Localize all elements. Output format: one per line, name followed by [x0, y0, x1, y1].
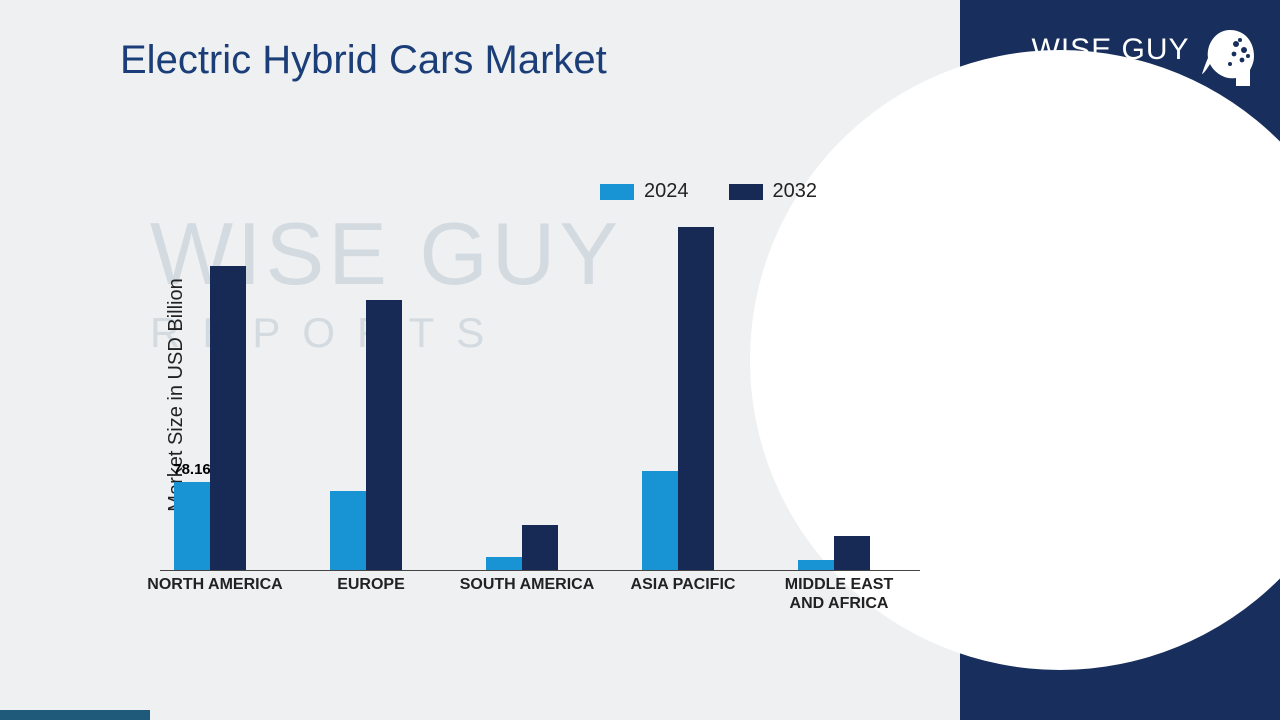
baseline	[160, 570, 920, 571]
legend-item-2032: 2032	[729, 180, 818, 203]
bar-group	[784, 210, 894, 570]
category-label: MIDDLE EAST AND AFRICA	[769, 575, 909, 613]
category-label: ASIA PACIFIC	[613, 575, 753, 594]
legend-label-2032: 2032	[773, 180, 818, 203]
legend-item-2024: 2024	[600, 180, 689, 203]
legend-swatch-2024	[600, 184, 634, 200]
canvas: WISE GUY REPORTS Electric Hybrid Cars Ma…	[0, 0, 1280, 720]
brand-logo: WISE GUY REPORTS	[1032, 28, 1256, 90]
chart-title: Electric Hybrid Cars Market	[120, 38, 607, 83]
legend: 2024 2032	[600, 180, 817, 203]
legend-swatch-2032	[729, 184, 763, 200]
category-label: EUROPE	[301, 575, 441, 594]
bar-2032	[678, 227, 714, 570]
logo-line1: WISE GUY	[1032, 33, 1190, 67]
bar-2032	[366, 300, 402, 570]
legend-label-2024: 2024	[644, 180, 689, 203]
bar-2024	[798, 560, 834, 570]
bar-group	[472, 210, 582, 570]
bar-2032	[522, 525, 558, 570]
bar-group	[316, 210, 426, 570]
bar-2024	[330, 491, 366, 570]
bar-value-label: 78.16	[173, 461, 211, 478]
bar-2032	[834, 536, 870, 570]
plot-area: 78.16	[160, 210, 920, 570]
bottom-accent	[0, 710, 150, 720]
category-label: SOUTH AMERICA	[457, 575, 597, 594]
logo-line2: REPORTS	[1032, 69, 1190, 85]
chart-area: Market Size in USD Billion 2024 2032 78.…	[120, 180, 940, 610]
bar-group	[628, 210, 738, 570]
bar-2024	[642, 471, 678, 570]
bar-group: 78.16	[160, 210, 270, 570]
category-label: NORTH AMERICA	[145, 575, 285, 594]
bar-2024	[486, 557, 522, 571]
bar-2032	[210, 266, 246, 570]
head-icon	[1200, 28, 1256, 90]
bar-2024	[174, 482, 210, 570]
